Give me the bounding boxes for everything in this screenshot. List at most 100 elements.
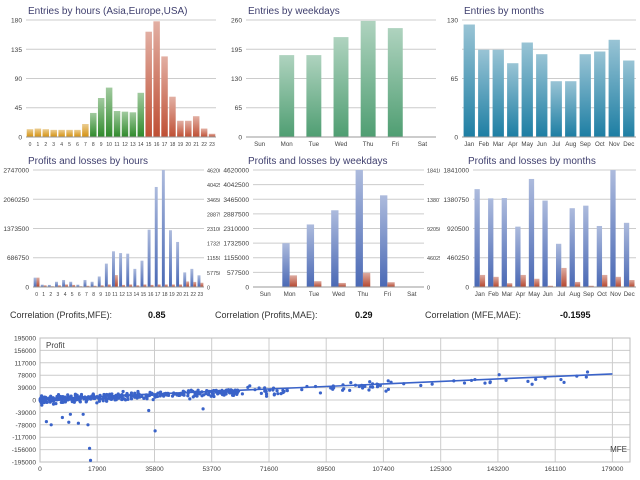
svg-text:3465000: 3465000	[223, 197, 249, 204]
svg-text:4042500: 4042500	[223, 182, 249, 189]
svg-text:15: 15	[146, 142, 152, 148]
svg-text:14: 14	[138, 142, 144, 148]
svg-text:Nov: Nov	[609, 141, 621, 148]
svg-text:Tue: Tue	[309, 291, 320, 298]
svg-text:4: 4	[64, 292, 67, 298]
svg-text:53700: 53700	[203, 466, 222, 473]
svg-text:143200: 143200	[487, 466, 509, 473]
svg-text:4620000: 4620000	[223, 168, 249, 175]
svg-text:6: 6	[78, 292, 81, 298]
svg-text:125300: 125300	[430, 466, 452, 473]
svg-text:11: 11	[112, 292, 117, 298]
svg-text:16: 16	[154, 142, 160, 148]
svg-text:1373500: 1373500	[3, 226, 29, 233]
svg-text:2: 2	[49, 292, 52, 298]
svg-text:Jan: Jan	[475, 291, 486, 298]
svg-text:1732500: 1732500	[223, 241, 249, 248]
svg-text:65: 65	[235, 105, 243, 112]
svg-text:Profits and losses by months: Profits and losses by months	[468, 156, 596, 167]
svg-text:Apr: Apr	[516, 291, 526, 298]
svg-text:10: 10	[105, 292, 111, 298]
svg-text:0: 0	[18, 135, 22, 142]
svg-text:0: 0	[238, 135, 242, 142]
svg-text:Mon: Mon	[281, 141, 294, 148]
svg-text:2310000: 2310000	[223, 226, 249, 233]
svg-text:MFE: MFE	[610, 445, 627, 454]
svg-text:161100: 161100	[544, 466, 566, 473]
svg-text:22: 22	[201, 142, 207, 148]
svg-text:1155000: 1155000	[224, 255, 250, 262]
svg-text:-195000: -195000	[12, 460, 37, 467]
svg-text:-117000: -117000	[12, 435, 36, 442]
svg-text:117000: 117000	[14, 360, 36, 367]
svg-text:0: 0	[465, 285, 469, 292]
svg-text:6: 6	[76, 142, 79, 148]
svg-text:260: 260	[231, 18, 242, 25]
svg-text:45: 45	[15, 105, 23, 112]
svg-text:9: 9	[100, 142, 103, 148]
svg-text:8: 8	[92, 142, 95, 148]
svg-text:Mon: Mon	[284, 291, 297, 298]
svg-text:11: 11	[114, 142, 119, 148]
svg-text:Profits and losses by hours: Profits and losses by hours	[28, 156, 148, 167]
svg-text:Sun: Sun	[260, 291, 272, 298]
svg-text:0: 0	[35, 292, 38, 298]
svg-text:460250: 460250	[427, 256, 440, 262]
svg-text:17: 17	[155, 292, 161, 298]
svg-text:Sat: Sat	[407, 291, 417, 298]
svg-text:179000: 179000	[601, 466, 623, 473]
svg-text:Fri: Fri	[384, 291, 391, 298]
svg-text:0: 0	[427, 286, 430, 292]
svg-text:1841000: 1841000	[427, 169, 440, 175]
svg-text:2747000: 2747000	[3, 168, 29, 175]
svg-text:0: 0	[29, 142, 32, 148]
svg-text:107400: 107400	[372, 466, 394, 473]
svg-text:Thu: Thu	[358, 291, 369, 298]
svg-text:460250: 460250	[447, 255, 469, 262]
svg-text:Oct: Oct	[595, 141, 605, 148]
svg-text:156000: 156000	[14, 348, 36, 355]
svg-text:Thu: Thu	[363, 141, 374, 148]
svg-text:1: 1	[37, 142, 40, 148]
svg-text:Jan: Jan	[464, 141, 475, 148]
svg-text:20: 20	[186, 142, 192, 148]
svg-text:90: 90	[15, 76, 23, 83]
svg-text:17900: 17900	[88, 466, 107, 473]
svg-text:Entries by months: Entries by months	[464, 6, 544, 17]
svg-text:7: 7	[85, 292, 88, 298]
svg-text:920500: 920500	[447, 226, 469, 233]
svg-text:Sun: Sun	[254, 141, 266, 148]
svg-text:Jun: Jun	[543, 291, 554, 298]
svg-text:35800: 35800	[145, 466, 164, 473]
svg-text:16: 16	[148, 292, 154, 298]
svg-text:130: 130	[447, 18, 458, 25]
svg-text:0: 0	[38, 466, 42, 473]
svg-text:Dec: Dec	[624, 291, 635, 298]
svg-text:13: 13	[126, 292, 132, 298]
svg-text:Tue: Tue	[309, 141, 320, 148]
svg-text:1155000: 1155000	[207, 256, 220, 262]
svg-text:2310000: 2310000	[207, 227, 220, 233]
svg-text:Jul: Jul	[552, 141, 560, 148]
svg-text:18: 18	[170, 142, 176, 148]
svg-text:Feb: Feb	[478, 141, 489, 148]
svg-text:Mar: Mar	[493, 141, 504, 148]
svg-text:2: 2	[44, 142, 47, 148]
svg-text:Jul: Jul	[557, 291, 565, 298]
svg-text:2887500: 2887500	[223, 211, 249, 218]
svg-text:Apr: Apr	[508, 141, 518, 148]
svg-text:Mar: Mar	[502, 291, 513, 298]
svg-text:Sep: Sep	[583, 291, 595, 298]
svg-text:89500: 89500	[317, 466, 336, 473]
svg-text:195000: 195000	[14, 336, 36, 343]
svg-text:1732500: 1732500	[207, 242, 220, 248]
svg-text:4: 4	[60, 142, 63, 148]
svg-text:1841000: 1841000	[443, 168, 469, 175]
svg-text:May: May	[521, 141, 534, 148]
svg-text:686750: 686750	[7, 255, 29, 262]
svg-text:17: 17	[162, 142, 168, 148]
svg-text:Profit: Profit	[46, 341, 65, 350]
svg-text:71600: 71600	[260, 466, 279, 473]
svg-text:Entries by hours (Asia,Europe,: Entries by hours (Asia,Europe,USA)	[28, 6, 188, 17]
svg-text:10: 10	[106, 142, 112, 148]
